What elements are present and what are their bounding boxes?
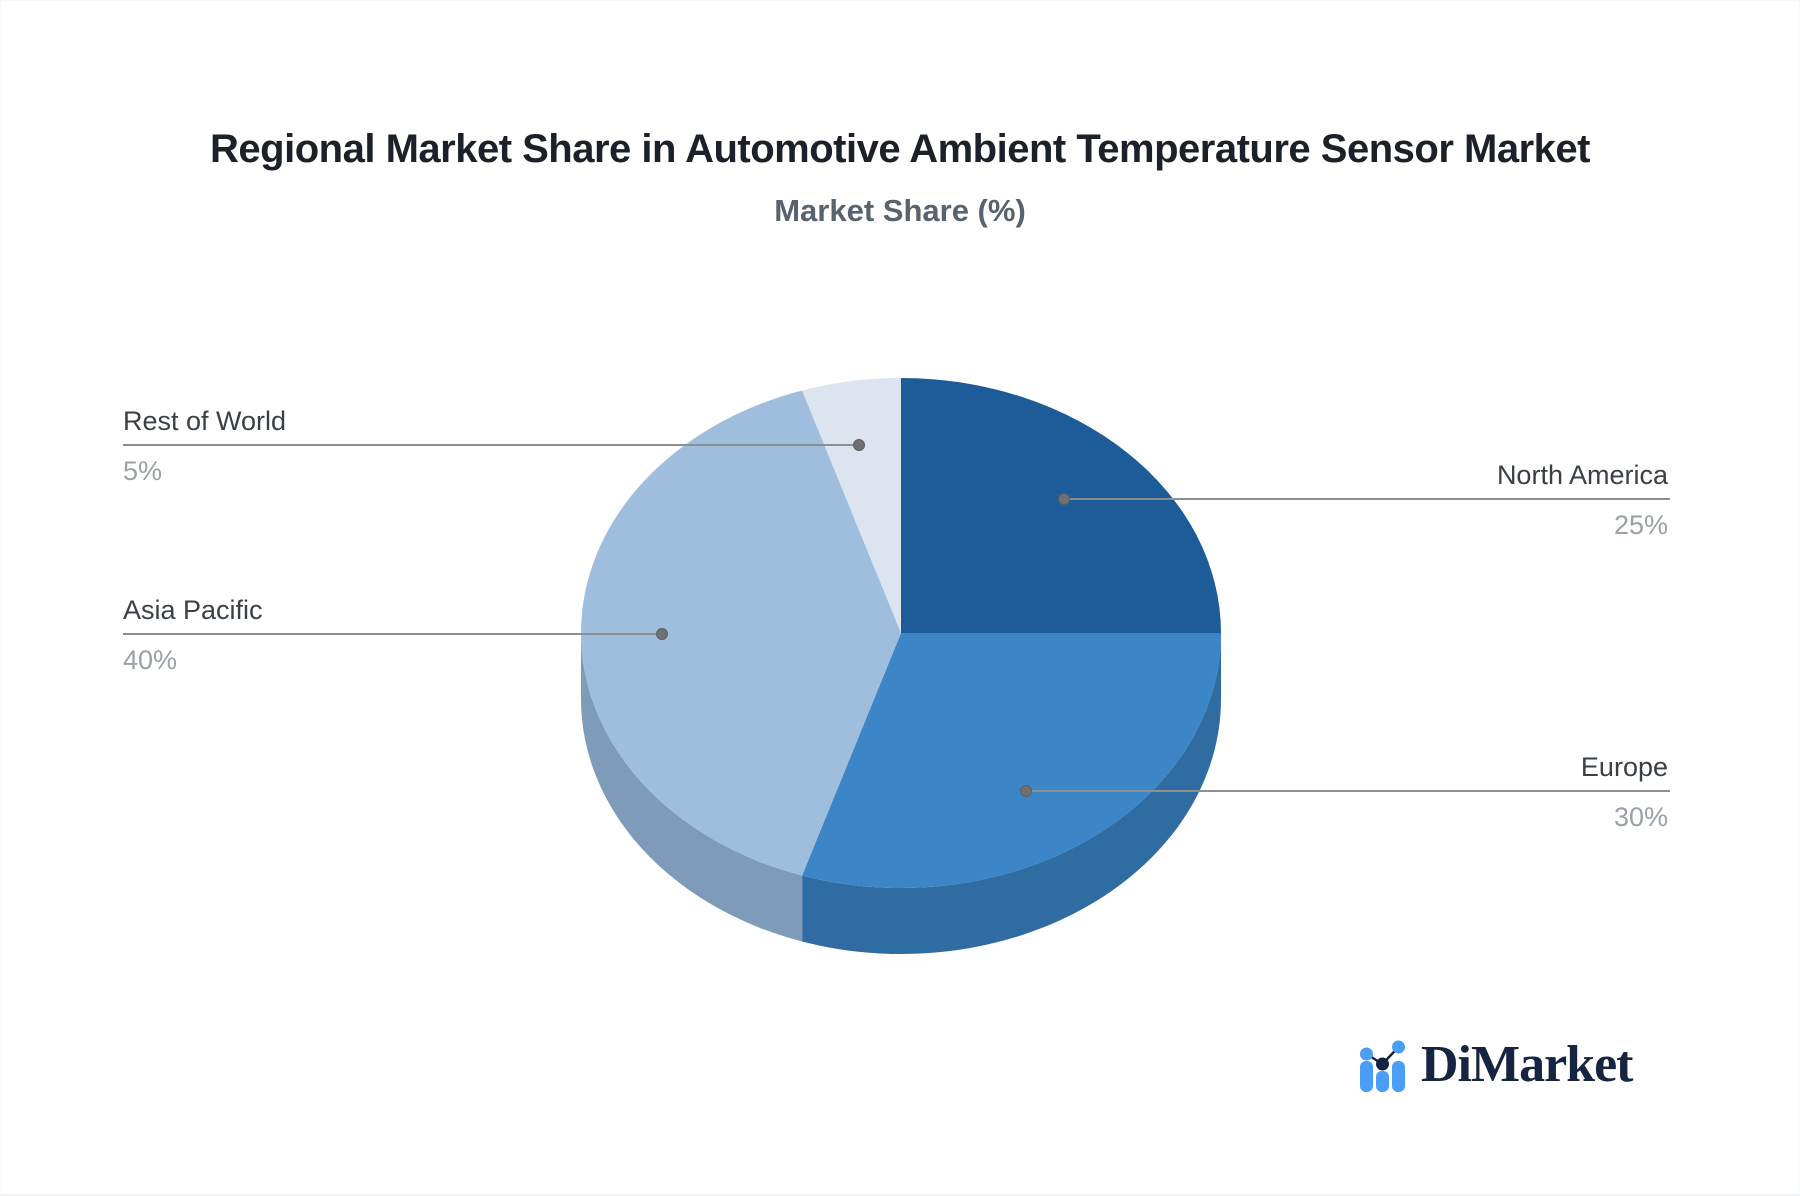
slice-percentage-europe: 30% [1613,802,1668,832]
pie-slice-north-america[interactable] [901,378,1221,633]
chart-title: Regional Market Share in Automotive Ambi… [210,127,1590,171]
slice-percentage-rest-of-world: 5% [123,456,163,486]
logo-wordmark: DiMarket [1421,1036,1633,1093]
leader-dot-europe [1020,785,1032,797]
bar-chart-trend-icon [1360,1040,1405,1092]
slice-percentage-north-america: 25% [1613,510,1668,540]
leader-dot-rest-of-world [853,439,865,451]
pie-slice-rest-of-world[interactable] [802,378,901,633]
slice-label-asia-pacific: Asia Pacific [123,595,263,625]
pie-slice-asia-pacific[interactable] [580,390,901,876]
pie-slice-side-asia-pacific [581,633,803,942]
dimarket-logo: DiMarket [1353,1031,1653,1101]
slice-percentage-asia-pacific: 40% [123,645,178,675]
chart-subtitle: Market Share (%) [774,193,1026,228]
leader-dot-asia-pacific [656,628,668,640]
pie-slice-europe[interactable] [802,633,1221,889]
slice-label-rest-of-world: Rest of World [123,406,287,436]
pie-slice-side-europe [802,633,1221,954]
slice-label-europe: Europe [1580,752,1668,782]
slice-label-north-america: North America [1496,460,1668,490]
leader-dot-north-america [1058,493,1070,505]
